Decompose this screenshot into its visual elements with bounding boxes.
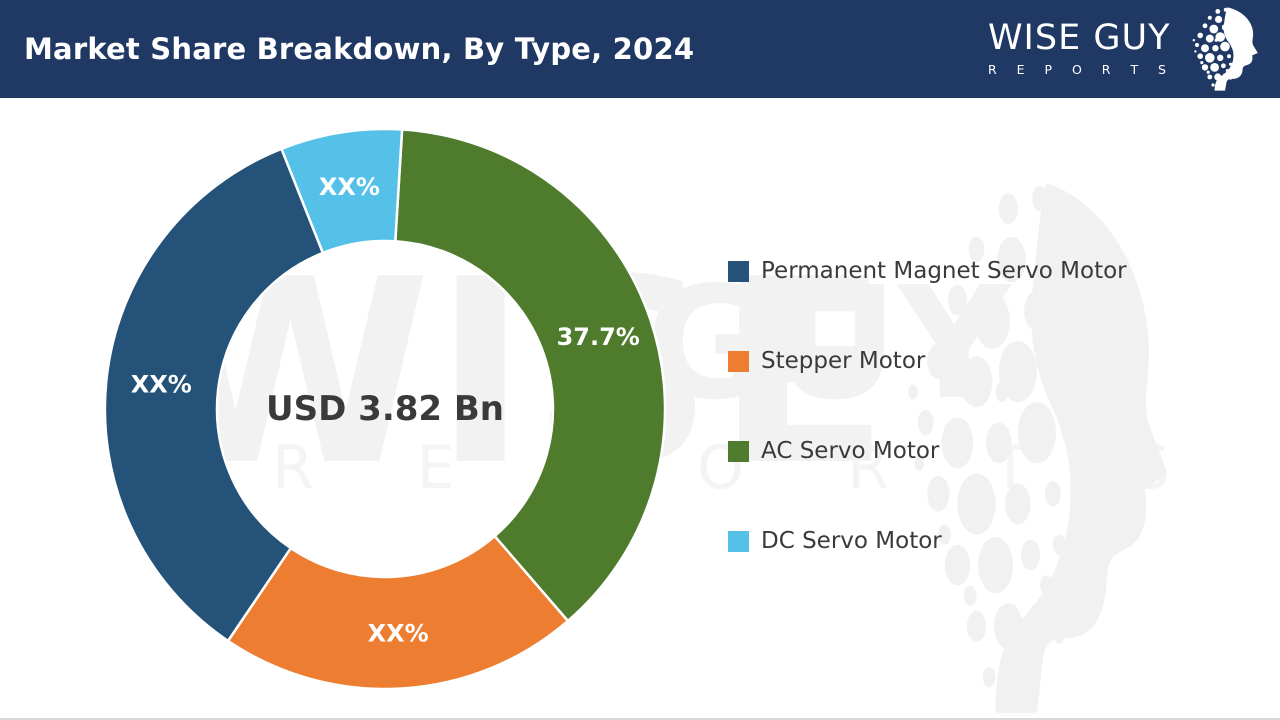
page-title: Market Share Breakdown, By Type, 2024: [24, 32, 695, 66]
legend-label: AC Servo Motor: [761, 438, 940, 464]
bottom-separator: [0, 718, 1280, 720]
legend-item-ac-servo-motor: AC Servo Motor: [728, 430, 1127, 472]
legend: Permanent Magnet Servo Motor Stepper Mot…: [728, 250, 1127, 610]
brand-head-icon: [1180, 5, 1262, 93]
legend-swatch-permanent-magnet-servo-motor: [728, 260, 749, 282]
legend-swatch-stepper-motor: [728, 350, 749, 372]
donut-segment-label: 37.7%: [557, 323, 640, 351]
legend-item-dc-servo-motor: DC Servo Motor: [728, 520, 1127, 562]
brand-logo: WISE GUY R E P O R T S: [988, 5, 1262, 93]
header-bar: Market Share Breakdown, By Type, 2024 WI…: [0, 0, 1280, 98]
donut-segment-dc-servo-motor: [280, 127, 404, 255]
legend-swatch-dc-servo-motor: [728, 530, 749, 552]
donut-segment-label: XX%: [131, 371, 192, 399]
brand-subtitle: R E P O R T S: [987, 62, 1174, 77]
donut-segment-ac-servo-motor: [394, 128, 667, 623]
chart-area: WISE GUY R E P O R T S 37.7% XX% XX% XX% US…: [0, 98, 1280, 718]
legend-swatch-ac-servo-motor: [728, 440, 749, 462]
donut-center-value: USD 3.82 Bn: [266, 389, 504, 429]
donut-segment-permanent-magnet-servo-motor: [103, 147, 325, 643]
legend-label: Permanent Magnet Servo Motor: [761, 258, 1127, 284]
brand-name: WISE GUY: [987, 18, 1171, 58]
donut-segment-stepper-motor: [226, 534, 570, 691]
donut-chart: 37.7% XX% XX% XX%: [103, 127, 667, 691]
legend-item-permanent-magnet-servo-motor: Permanent Magnet Servo Motor: [728, 250, 1127, 292]
legend-label: DC Servo Motor: [761, 528, 942, 554]
brand-logo-text: WISE GUY R E P O R T S: [987, 18, 1174, 78]
legend-item-stepper-motor: Stepper Motor: [728, 340, 1127, 382]
donut-segment-label: XX%: [319, 173, 380, 201]
legend-label: Stepper Motor: [761, 348, 926, 374]
donut-segment-label: XX%: [368, 620, 429, 648]
